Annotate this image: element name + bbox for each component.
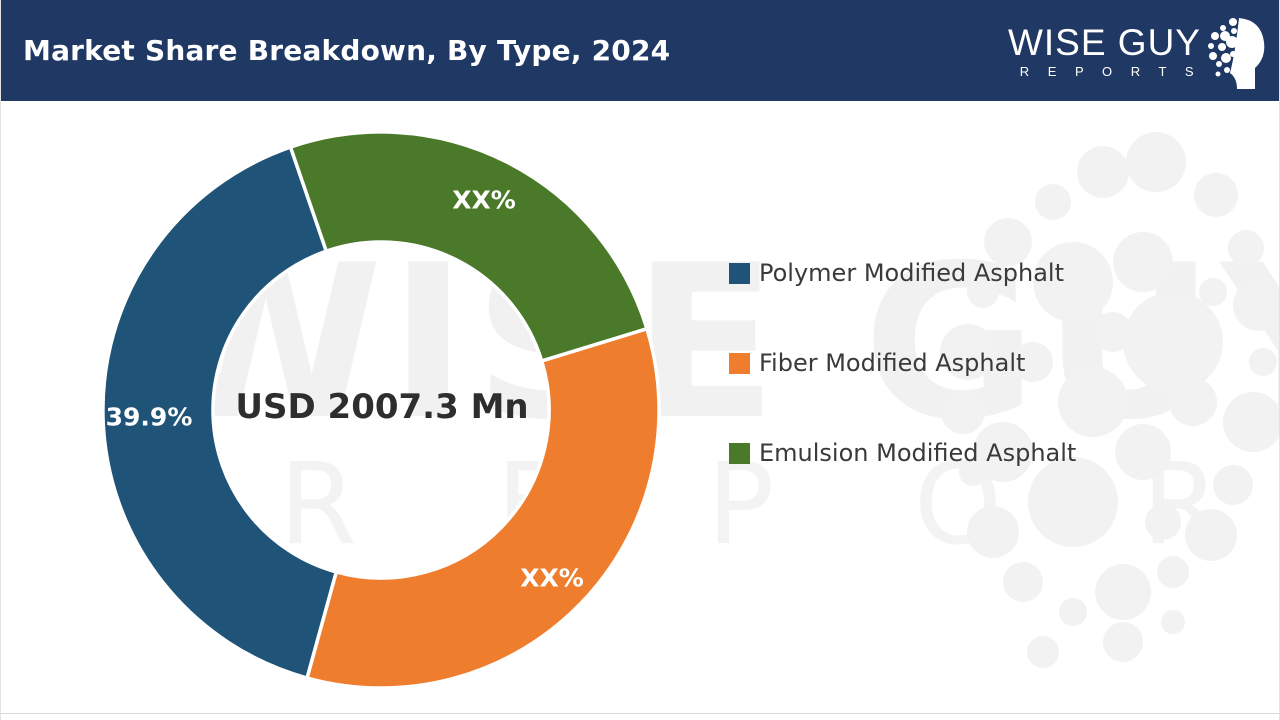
legend-item-emulsion: Emulsion Modified Asphalt [729, 439, 1076, 467]
bottom-divider [1, 713, 1279, 714]
legend-swatch-fiber [729, 352, 750, 374]
legend-label-emulsion: Emulsion Modified Asphalt [759, 439, 1077, 467]
legend-item-polymer: Polymer Modified Asphalt [729, 259, 1064, 287]
watermark-face-dots [940, 132, 1279, 668]
legend-label-fiber: Fiber Modified Asphalt [759, 349, 1026, 377]
page-title: Market Share Breakdown, By Type, 2024 [23, 34, 671, 67]
legend-item-fiber: Fiber Modified Asphalt [729, 349, 1025, 377]
logo-wordmark: WISE GUY [1007, 22, 1201, 63]
segment-emulsion-modified-asphalt [288, 130, 649, 363]
value-label-fiber: XX% [520, 563, 584, 593]
logo-face-icon [1208, 18, 1265, 89]
logo-subtitle: R E P O R T S [1019, 64, 1201, 79]
legend-swatch-polymer [729, 262, 750, 284]
segment-fiber-modified-asphalt [305, 326, 661, 690]
value-label-polymer: 39.9% [105, 402, 193, 432]
segment-polymer-modified-asphalt [101, 145, 339, 680]
value-label-emulsion: XX% [452, 185, 516, 215]
legend-swatch-emulsion [729, 442, 750, 464]
donut-chart [101, 130, 661, 690]
header-bar: Market Share Breakdown, By Type, 2024 WI… [1, 0, 1279, 101]
donut-center-value: USD 2007.3 Mn [235, 387, 529, 427]
legend-label-polymer: Polymer Modified Asphalt [759, 259, 1065, 287]
wise-guy-reports-logo: WISE GUY R E P O R T S [1008, 12, 1267, 92]
